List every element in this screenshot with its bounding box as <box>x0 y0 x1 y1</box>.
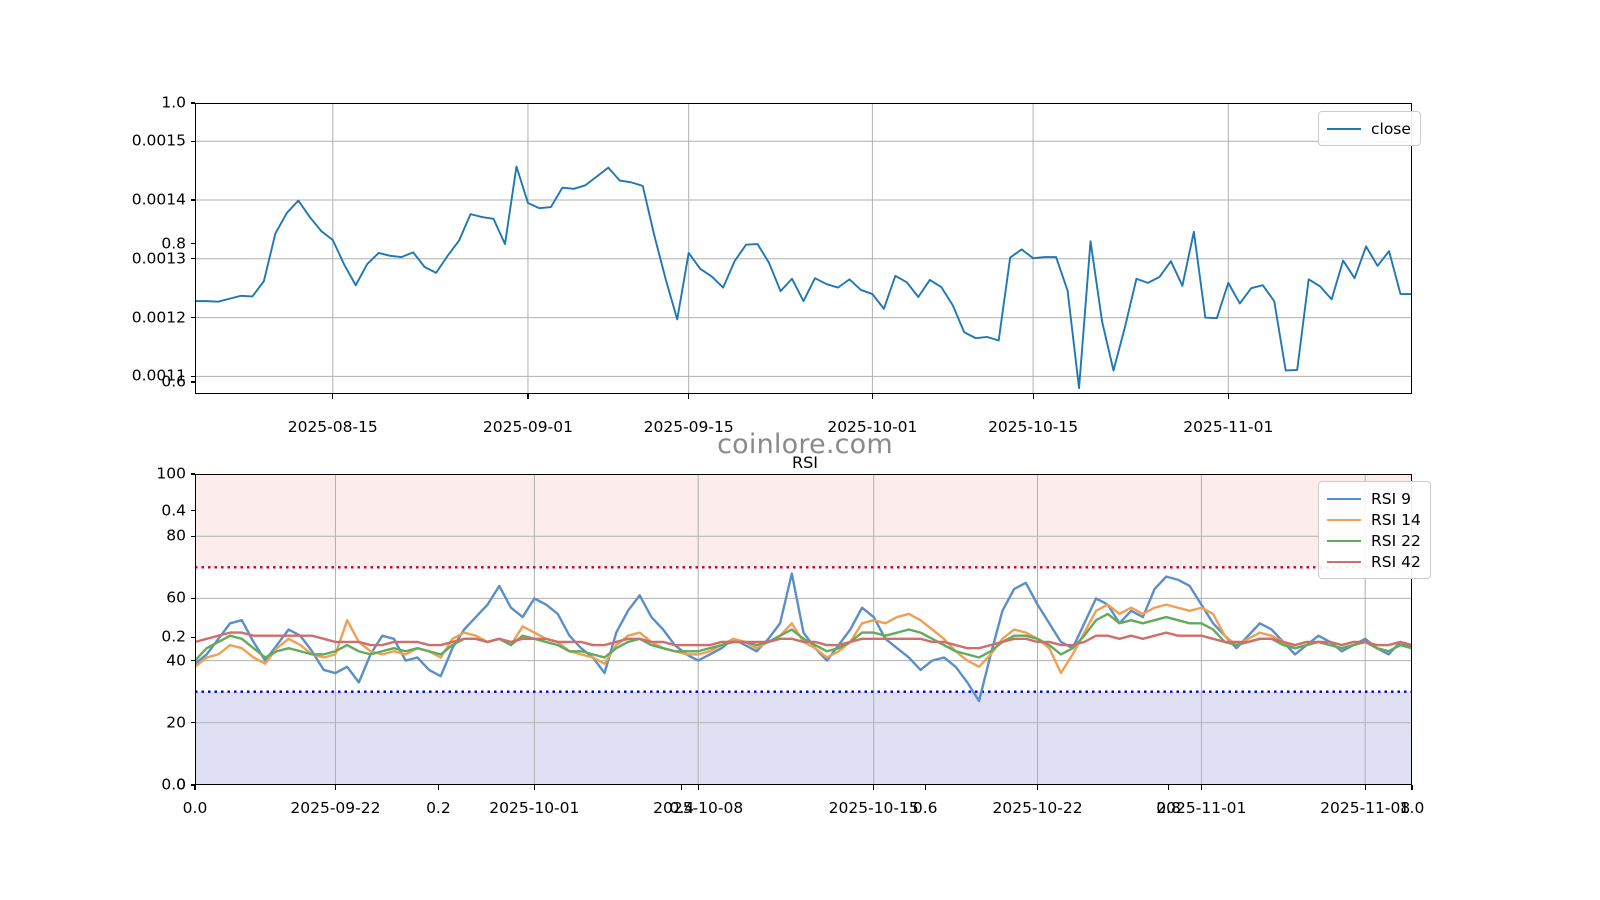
price-x-tick-mark <box>332 394 334 399</box>
rsi-x-tick-label: 2025-10-15 <box>828 799 919 817</box>
rsi-y-tick-label: 80 <box>166 526 186 545</box>
rsi-x-overlay-tick-mark <box>194 785 196 790</box>
rsi-x-tick-label: 2025-11-08 <box>1320 799 1411 817</box>
price-x-tick-mark <box>527 394 529 399</box>
rsi-x-overlay-tick-mark <box>1411 785 1413 790</box>
rsi-x-overlay-tick-label: 0.8 <box>1156 799 1181 817</box>
rsi-x-tick-mark <box>533 785 535 790</box>
rsi-x-tick-mark <box>873 785 875 790</box>
rsi-y-overlay-tick-mark <box>190 636 195 638</box>
rsi-legend: RSI 9 RSI 14 RSI 22 RSI 42 <box>1318 481 1431 579</box>
price-y-tick-label: 0.0015 <box>131 131 186 150</box>
rsi-x-overlay-tick-mark <box>1168 785 1170 790</box>
rsi-x-tick-mark <box>1364 785 1366 790</box>
legend-item-rsi-9: RSI 9 <box>1327 488 1421 509</box>
price-y-tick-label: 0.0013 <box>131 249 186 268</box>
legend-label-rsi-42: RSI 42 <box>1371 552 1421 571</box>
rsi-y-tick-label: 60 <box>166 588 186 607</box>
legend-line-rsi-9 <box>1327 497 1361 500</box>
rsi-y-tick-mark <box>190 660 195 662</box>
rsi-x-tick-label: 2025-10-22 <box>992 799 1083 817</box>
legend-item-rsi-14: RSI 14 <box>1327 509 1421 530</box>
price-x-tick-mark <box>1227 394 1229 399</box>
rsi-x-tick-label: 2025-11-01 <box>1156 799 1247 817</box>
rsi-chart-axes <box>195 474 1412 785</box>
price-x-tick-mark <box>688 394 690 399</box>
rsi-y-tick-mark <box>190 473 195 475</box>
price-x-tick-label: 2025-10-01 <box>827 418 918 436</box>
rsi-x-tick-mark <box>1200 785 1202 790</box>
legend-line-rsi-14 <box>1327 518 1361 521</box>
rsi-x-tick-mark <box>334 785 336 790</box>
rsi-y-tick-label: 20 <box>166 713 186 732</box>
price-y-tick-mark <box>190 316 195 319</box>
rsi-x-overlay-tick-mark <box>437 785 439 790</box>
price-legend: close <box>1318 111 1421 146</box>
rsi-y-tick-mark <box>190 535 195 537</box>
legend-label-rsi-14: RSI 14 <box>1371 510 1421 529</box>
rsi-panel-title: RSI <box>792 453 818 472</box>
price-y-tick-mark <box>190 375 195 377</box>
price-y-tick-label: 0.0012 <box>131 307 186 326</box>
rsi-x-tick-label: 2025-10-08 <box>653 799 744 817</box>
price-y-overlay-tick-label: 1.0 <box>161 93 186 112</box>
rsi-y-overlay-tick-label: 0.2 <box>161 627 186 646</box>
price-x-tick-label: 2025-08-15 <box>287 418 378 436</box>
rsi-x-tick-mark <box>1036 785 1039 790</box>
rsi-y-overlay-tick-mark <box>190 510 195 512</box>
price-y-tick-label: 0.0014 <box>131 190 186 209</box>
legend-line-close <box>1327 127 1361 130</box>
rsi-y-tick-mark <box>190 722 195 724</box>
price-chart-axes <box>195 103 1412 394</box>
legend-label-close: close <box>1371 119 1411 138</box>
legend-item-close: close <box>1327 118 1411 139</box>
price-y-tick-mark <box>190 258 195 260</box>
legend-item-rsi-42: RSI 42 <box>1327 551 1421 572</box>
rsi-x-overlay-tick-mark <box>924 785 926 790</box>
price-x-tick-mark <box>871 394 873 399</box>
legend-label-rsi-9: RSI 9 <box>1371 489 1411 508</box>
rsi-x-tick-label: 2025-10-01 <box>489 799 580 817</box>
price-x-tick-label: 2025-09-01 <box>482 418 573 436</box>
price-x-tick-label: 2025-09-15 <box>643 418 734 436</box>
legend-line-rsi-42 <box>1327 560 1361 563</box>
price-y-tick-mark <box>190 199 195 201</box>
rsi-y-tick-mark <box>190 597 195 599</box>
legend-label-rsi-22: RSI 22 <box>1371 531 1421 550</box>
price-y-overlay-tick-mark <box>190 381 195 383</box>
legend-line-rsi-22 <box>1327 539 1361 542</box>
rsi-y-overlay-tick-label: 0.0 <box>161 775 186 794</box>
rsi-x-overlay-tick-mark <box>681 785 683 790</box>
price-y-overlay-tick-label: 0.6 <box>161 372 186 391</box>
rsi-x-tick-label: 2025-09-22 <box>290 799 381 817</box>
rsi-y-tick-label: 100 <box>156 464 186 483</box>
price-x-tick-label: 2025-10-15 <box>988 418 1079 436</box>
price-y-overlay-tick-label: 0.8 <box>161 233 186 252</box>
price-y-tick-mark <box>190 140 195 142</box>
price-x-tick-label: 2025-11-01 <box>1183 418 1274 436</box>
price-x-tick-mark <box>1032 394 1034 399</box>
rsi-y-overlay-tick-mark <box>190 784 195 786</box>
price-y-overlay-tick-mark <box>190 102 195 104</box>
price-y-overlay-tick-mark <box>190 242 195 245</box>
rsi-y-overlay-tick-label: 0.4 <box>161 500 186 519</box>
rsi-x-overlay-tick-label: 0.2 <box>426 799 451 817</box>
rsi-x-overlay-tick-label: 0.0 <box>182 799 208 817</box>
rsi-x-overlay-tick-label: 0.6 <box>912 799 938 817</box>
rsi-x-overlay-tick-label: 1.0 <box>1399 799 1425 817</box>
rsi-y-tick-label: 0 <box>176 775 186 794</box>
legend-item-rsi-22: RSI 22 <box>1327 530 1421 551</box>
rsi-line-plot <box>195 474 1412 785</box>
rsi-y-tick-label: 40 <box>166 650 186 669</box>
rsi-x-overlay-tick-label: 0.4 <box>669 799 695 817</box>
watermark-coinlore: coinlore.com <box>717 429 893 460</box>
price-line-plot <box>195 103 1412 394</box>
price-y-tick-label: 0.0011 <box>131 366 186 385</box>
rsi-x-tick-mark <box>697 785 699 790</box>
